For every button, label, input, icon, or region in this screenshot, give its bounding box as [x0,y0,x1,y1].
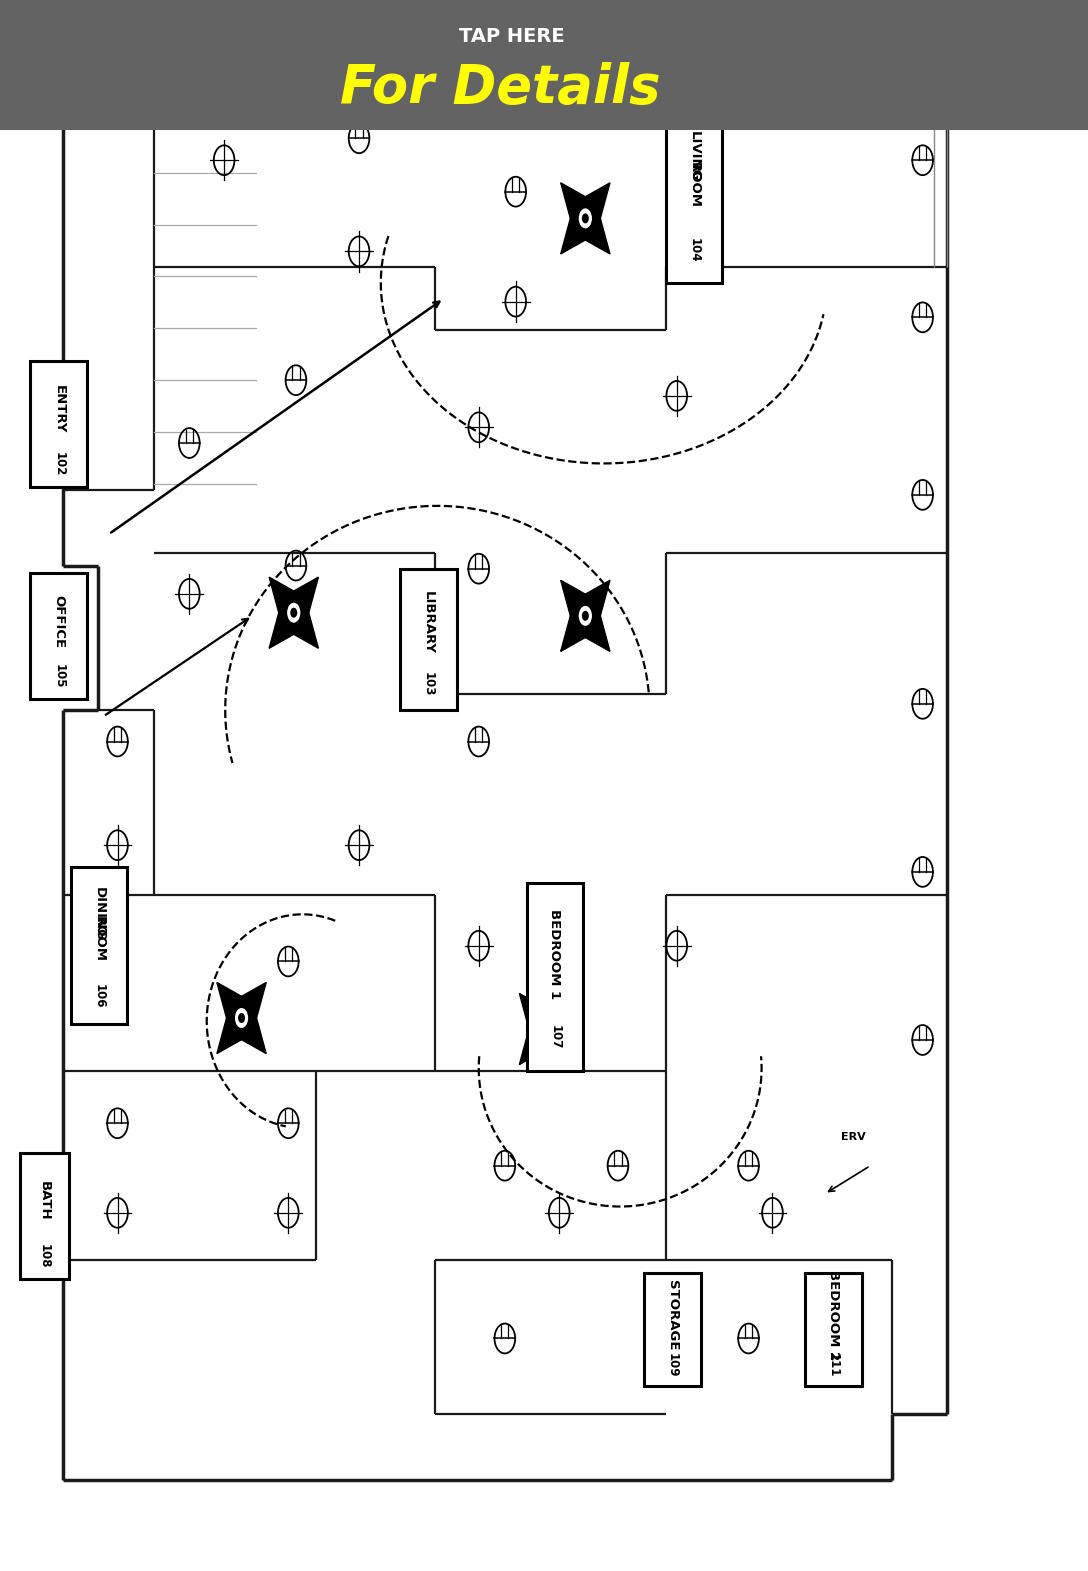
Circle shape [234,1007,249,1029]
Bar [30,573,87,699]
Circle shape [286,602,301,624]
Text: ENTRY: ENTRY [52,385,65,434]
Polygon shape [269,577,305,628]
Text: 109: 109 [666,1353,679,1378]
Polygon shape [231,982,267,1034]
Polygon shape [269,597,305,649]
Text: DINING: DINING [92,888,106,941]
Text: ROOM: ROOM [92,916,106,963]
Circle shape [582,214,589,223]
Polygon shape [519,1013,555,1065]
Text: 111: 111 [827,1353,840,1378]
Polygon shape [533,1013,569,1065]
Text: TAP HERE: TAP HERE [458,27,565,46]
Text: OFFICE: OFFICE [52,594,65,647]
Circle shape [578,207,593,229]
Polygon shape [217,1002,252,1054]
Circle shape [578,605,593,627]
Text: 107: 107 [548,1026,561,1049]
Bar [0,0,1088,130]
Text: 106: 106 [92,983,106,1009]
Polygon shape [560,580,596,632]
Polygon shape [533,993,569,1045]
Bar [20,1153,69,1279]
Polygon shape [519,993,555,1045]
Text: 103: 103 [422,672,435,698]
Text: For Details: For Details [341,63,660,115]
Circle shape [582,611,589,621]
Bar [71,867,127,1024]
Text: 104: 104 [688,239,701,262]
Text: 105: 105 [52,665,65,688]
Text: BEDROOM 2: BEDROOM 2 [827,1271,840,1360]
Circle shape [238,1013,245,1023]
Bar [400,569,457,710]
Text: ROOM: ROOM [688,162,701,209]
Polygon shape [574,600,610,652]
Polygon shape [231,1002,267,1054]
Circle shape [290,608,297,617]
Text: 102: 102 [52,452,65,476]
Polygon shape [283,597,319,649]
Text: STORAGE: STORAGE [666,1280,679,1351]
Polygon shape [217,982,252,1034]
Bar [527,883,583,1071]
Polygon shape [574,580,610,632]
Text: 108: 108 [38,1244,50,1268]
Polygon shape [560,182,596,234]
Text: LIVING: LIVING [688,130,701,182]
Polygon shape [560,203,596,255]
Text: ERV: ERV [841,1133,866,1142]
Circle shape [541,1024,547,1034]
Text: LIBRARY: LIBRARY [422,591,435,654]
Polygon shape [283,577,319,628]
Polygon shape [560,600,596,652]
Bar [666,102,722,283]
Bar [805,1273,862,1386]
Circle shape [536,1018,552,1040]
Polygon shape [574,182,610,234]
Text: BEDROOM 1: BEDROOM 1 [548,910,561,999]
Polygon shape [574,203,610,255]
Bar [30,361,87,487]
Bar [644,1273,701,1386]
Text: BATH: BATH [38,1181,50,1221]
